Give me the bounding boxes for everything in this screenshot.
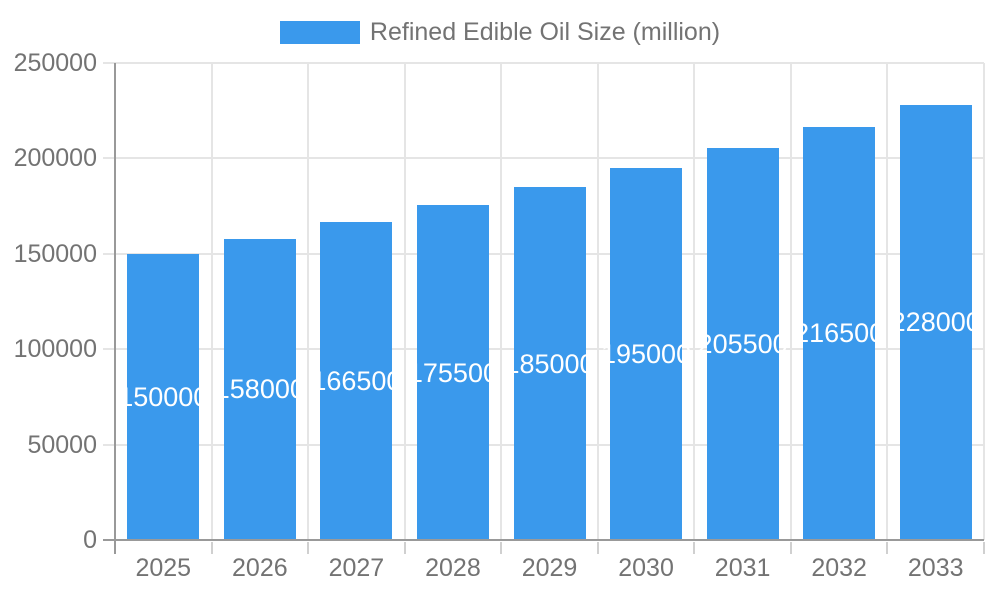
x-axis-tick-label: 2032 xyxy=(811,554,867,582)
bar[interactable] xyxy=(610,167,683,540)
x-axis-tick-mark xyxy=(886,542,889,554)
x-axis-tick-label: 2031 xyxy=(714,554,771,582)
legend-label: Refined Edible Oil Size (million) xyxy=(369,17,721,46)
bar-value-label: 175500 xyxy=(407,357,498,388)
bar-value-label: 185000 xyxy=(504,348,595,379)
x-gridline xyxy=(693,63,696,540)
bar-value-label: 205500 xyxy=(697,328,788,359)
y-axis-tick-label: 250000 xyxy=(13,49,97,77)
x-axis-tick-mark xyxy=(500,542,503,554)
x-gridline xyxy=(789,63,792,540)
x-axis-tick-mark xyxy=(210,542,213,554)
bar-value-label: 216500 xyxy=(794,318,885,349)
legend-swatch xyxy=(279,20,360,44)
bar[interactable] xyxy=(513,187,586,540)
x-gridline xyxy=(210,63,213,540)
x-axis-tick-mark xyxy=(596,542,599,554)
bar-value-label: 228000 xyxy=(890,307,981,338)
x-gridline xyxy=(403,63,406,540)
x-axis-line xyxy=(103,539,984,541)
bar[interactable] xyxy=(223,238,296,540)
y-axis-tick-label: 50000 xyxy=(27,430,97,459)
x-axis-tick-mark xyxy=(693,542,696,554)
bar[interactable] xyxy=(416,205,489,540)
bar-value-label: 166500 xyxy=(311,366,402,397)
x-gridline xyxy=(500,63,503,540)
x-gridline xyxy=(307,63,310,540)
x-gridline xyxy=(983,63,985,540)
bar[interactable] xyxy=(803,126,876,540)
x-axis-tick-mark xyxy=(983,542,985,554)
x-axis-tick-label: 2033 xyxy=(907,554,964,582)
x-axis-tick-label: 2030 xyxy=(618,554,674,582)
y-axis-tick-label: 100000 xyxy=(13,335,97,364)
y-gridline xyxy=(103,62,984,64)
y-axis-tick-label: 0 xyxy=(83,526,97,554)
x-axis-tick-label: 2025 xyxy=(135,554,192,582)
bar-value-label: 150000 xyxy=(118,381,209,412)
bar[interactable] xyxy=(320,222,393,540)
y-axis-tick-label: 200000 xyxy=(13,144,97,173)
bar-value-label: 158000 xyxy=(214,374,305,405)
x-axis-tick-label: 2028 xyxy=(425,554,481,582)
x-axis-tick-mark xyxy=(403,542,406,554)
x-axis-tick-mark xyxy=(789,542,792,554)
x-gridline xyxy=(596,63,599,540)
y-axis-tick-label: 150000 xyxy=(13,239,97,268)
x-axis-tick-label: 2027 xyxy=(328,554,385,582)
y-axis-line xyxy=(114,63,116,554)
bar-value-label: 195000 xyxy=(600,338,692,369)
legend[interactable]: Refined Edible Oil Size (million) xyxy=(0,12,1000,52)
bar[interactable] xyxy=(127,253,200,540)
x-gridline xyxy=(886,63,889,540)
bar[interactable] xyxy=(706,147,779,540)
bar[interactable] xyxy=(899,104,972,540)
x-axis-tick-label: 2029 xyxy=(521,554,578,582)
x-axis-tick-label: 2026 xyxy=(232,554,288,582)
y-gridline xyxy=(103,157,984,160)
x-axis-tick-mark xyxy=(307,542,310,554)
